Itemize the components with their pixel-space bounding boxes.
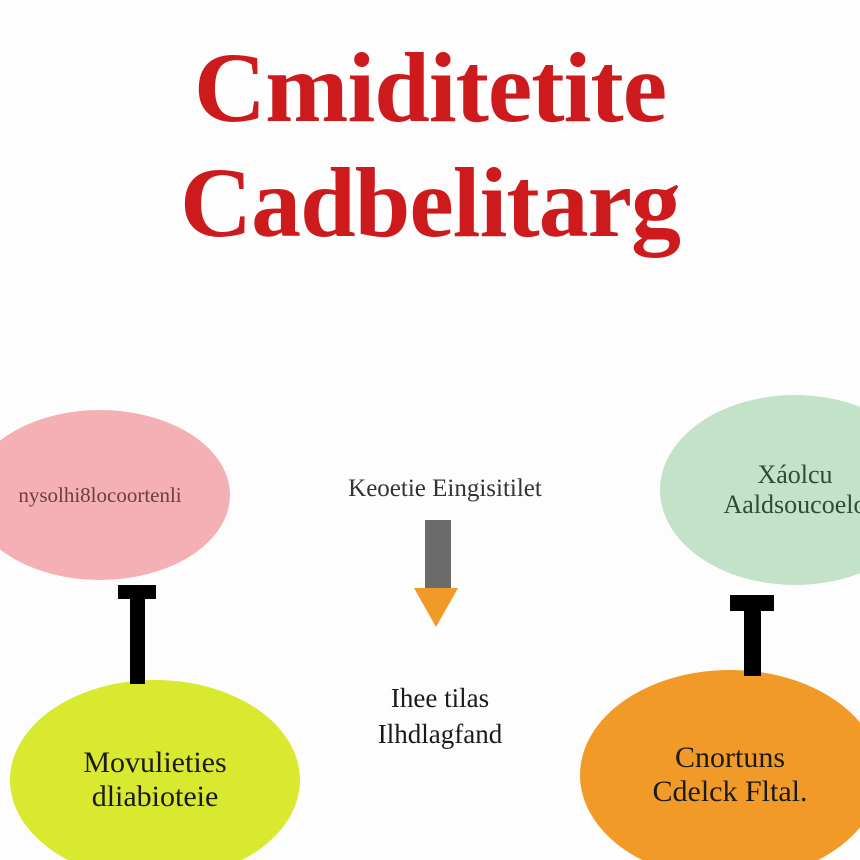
arrow-center-shaft xyxy=(425,520,451,590)
arrow-center-head xyxy=(414,588,458,627)
node-top-right: Xáolcu Aaldsoucoelo xyxy=(660,395,860,585)
node-bottom-left: Movulieties dliabioteie xyxy=(10,680,300,860)
node-bottom-right-line1: Cnortuns xyxy=(675,741,785,775)
center-label-upper: Keoetie Eingisitilet xyxy=(300,475,590,503)
title-line-1: Cmiditetite xyxy=(0,35,860,140)
node-bottom-right-line2: Cdelck Fltal. xyxy=(653,775,808,809)
node-top-right-line1: Xáolcu xyxy=(757,460,832,490)
connector-right-cap xyxy=(730,595,774,611)
center-label-lower: Ihee tilas Ilhdlagfand xyxy=(330,680,550,753)
node-top-left-label: nysolhi8locoortenli xyxy=(18,483,181,508)
connector-left-shaft xyxy=(130,599,145,684)
connector-right-shaft xyxy=(744,611,761,676)
center-label-lower-line2: Ilhdlagfand xyxy=(378,719,502,749)
diagram-canvas: Cmiditetite Cadbelitarg nysolhi8locoorte… xyxy=(0,0,860,860)
node-top-left: nysolhi8locoortenli xyxy=(0,410,230,580)
node-top-right-line2: Aaldsoucoelo xyxy=(724,490,860,520)
node-bottom-left-line1: Movulieties xyxy=(83,746,226,780)
title-line-2: Cadbelitarg xyxy=(0,150,860,255)
node-bottom-left-line2: dliabioteie xyxy=(92,780,219,814)
connector-left-cap xyxy=(118,585,156,599)
center-label-lower-line1: Ihee tilas xyxy=(391,683,489,713)
node-bottom-right: Cnortuns Cdelck Fltal. xyxy=(580,670,860,860)
